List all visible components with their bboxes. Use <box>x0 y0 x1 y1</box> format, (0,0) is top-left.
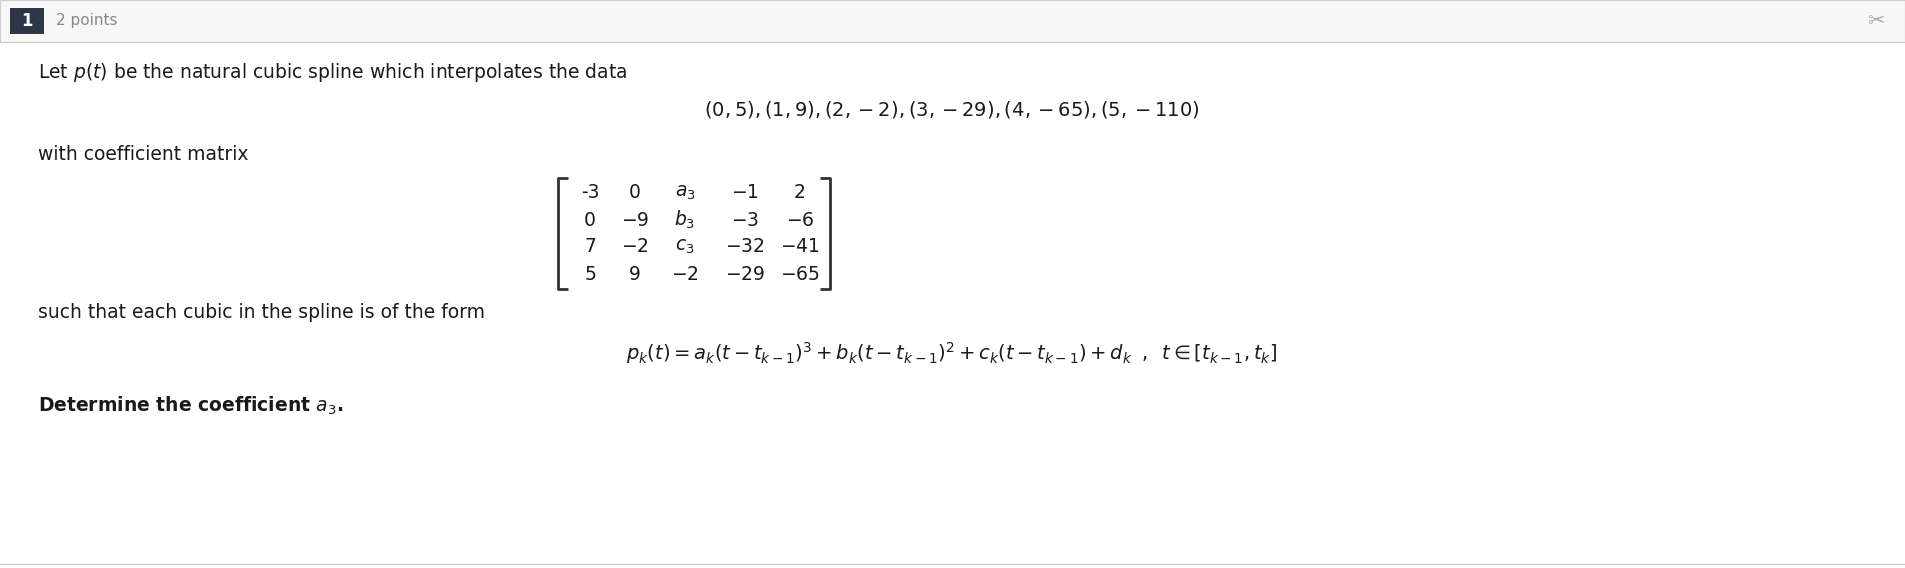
Text: Determine the coefficient $a_3$.: Determine the coefficient $a_3$. <box>38 395 343 417</box>
Text: $-2$: $-2$ <box>671 265 699 283</box>
Text: $-3$: $-3$ <box>732 211 758 229</box>
Text: $a_3$: $a_3$ <box>674 183 695 203</box>
Text: ✂: ✂ <box>1867 11 1886 31</box>
Text: with coefficient matrix: with coefficient matrix <box>38 145 248 165</box>
Text: 2: 2 <box>794 183 806 203</box>
Text: 0: 0 <box>629 183 640 203</box>
Text: 2 points: 2 points <box>55 14 118 28</box>
Text: 1: 1 <box>21 12 32 30</box>
FancyBboxPatch shape <box>10 8 44 34</box>
Text: $p_k(t) = a_k(t - t_{k-1})^3 + b_k(t - t_{k-1})^2 + c_k(t - t_{k-1}) + d_k$$\;\;: $p_k(t) = a_k(t - t_{k-1})^3 + b_k(t - t… <box>627 340 1278 366</box>
Text: $b_3$: $b_3$ <box>674 209 695 231</box>
Text: $-65$: $-65$ <box>779 265 819 283</box>
Text: $-9$: $-9$ <box>621 211 650 229</box>
Text: 5: 5 <box>585 265 596 283</box>
Text: -3: -3 <box>581 183 600 203</box>
Text: $-41$: $-41$ <box>781 237 819 257</box>
Text: Let $p(t)$ be the natural cubic spline which interpolates the data: Let $p(t)$ be the natural cubic spline w… <box>38 61 627 85</box>
Text: $-2$: $-2$ <box>621 237 650 257</box>
Text: 7: 7 <box>585 237 596 257</box>
Text: 9: 9 <box>629 265 640 283</box>
Text: $-29$: $-29$ <box>726 265 766 283</box>
Text: such that each cubic in the spline is of the form: such that each cubic in the spline is of… <box>38 303 486 323</box>
Text: $-1$: $-1$ <box>732 183 758 203</box>
Text: 0: 0 <box>585 211 596 229</box>
Text: $-32$: $-32$ <box>726 237 764 257</box>
Text: $-6$: $-6$ <box>785 211 813 229</box>
FancyBboxPatch shape <box>0 0 1905 42</box>
Text: $c_3$: $c_3$ <box>674 237 695 257</box>
Text: $(0, 5), (1, 9), (2, -2), (3, -29), (4, -65), (5, -110)$: $(0, 5), (1, 9), (2, -2), (3, -29), (4, … <box>705 99 1200 120</box>
